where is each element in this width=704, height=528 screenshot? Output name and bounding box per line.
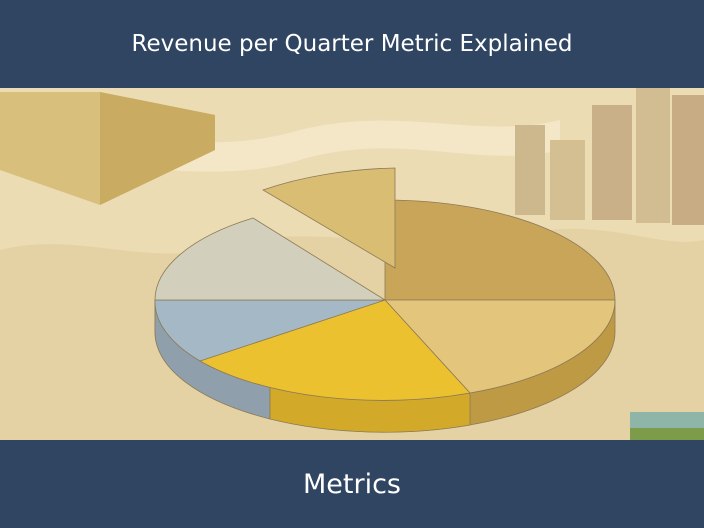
footer-band: Metrics: [0, 440, 704, 528]
corner-bar: [630, 428, 704, 440]
box-side: [100, 92, 215, 205]
footer-label: Metrics: [302, 468, 401, 500]
skyline: [515, 88, 704, 225]
title: Revenue per Quarter Metric Explained: [131, 31, 573, 57]
pie-illustration: [154, 167, 616, 433]
illustration: [0, 88, 704, 440]
header-band: Revenue per Quarter Metric Explained: [0, 0, 704, 88]
